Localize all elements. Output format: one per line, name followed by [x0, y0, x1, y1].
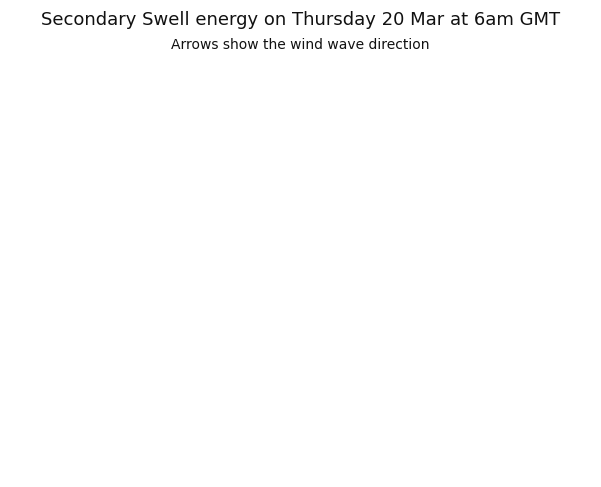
Text: Secondary Swell energy on Thursday 20 Mar at 6am GMT: Secondary Swell energy on Thursday 20 Ma…: [41, 11, 560, 29]
Text: Arrows show the wind wave direction: Arrows show the wind wave direction: [171, 38, 430, 52]
